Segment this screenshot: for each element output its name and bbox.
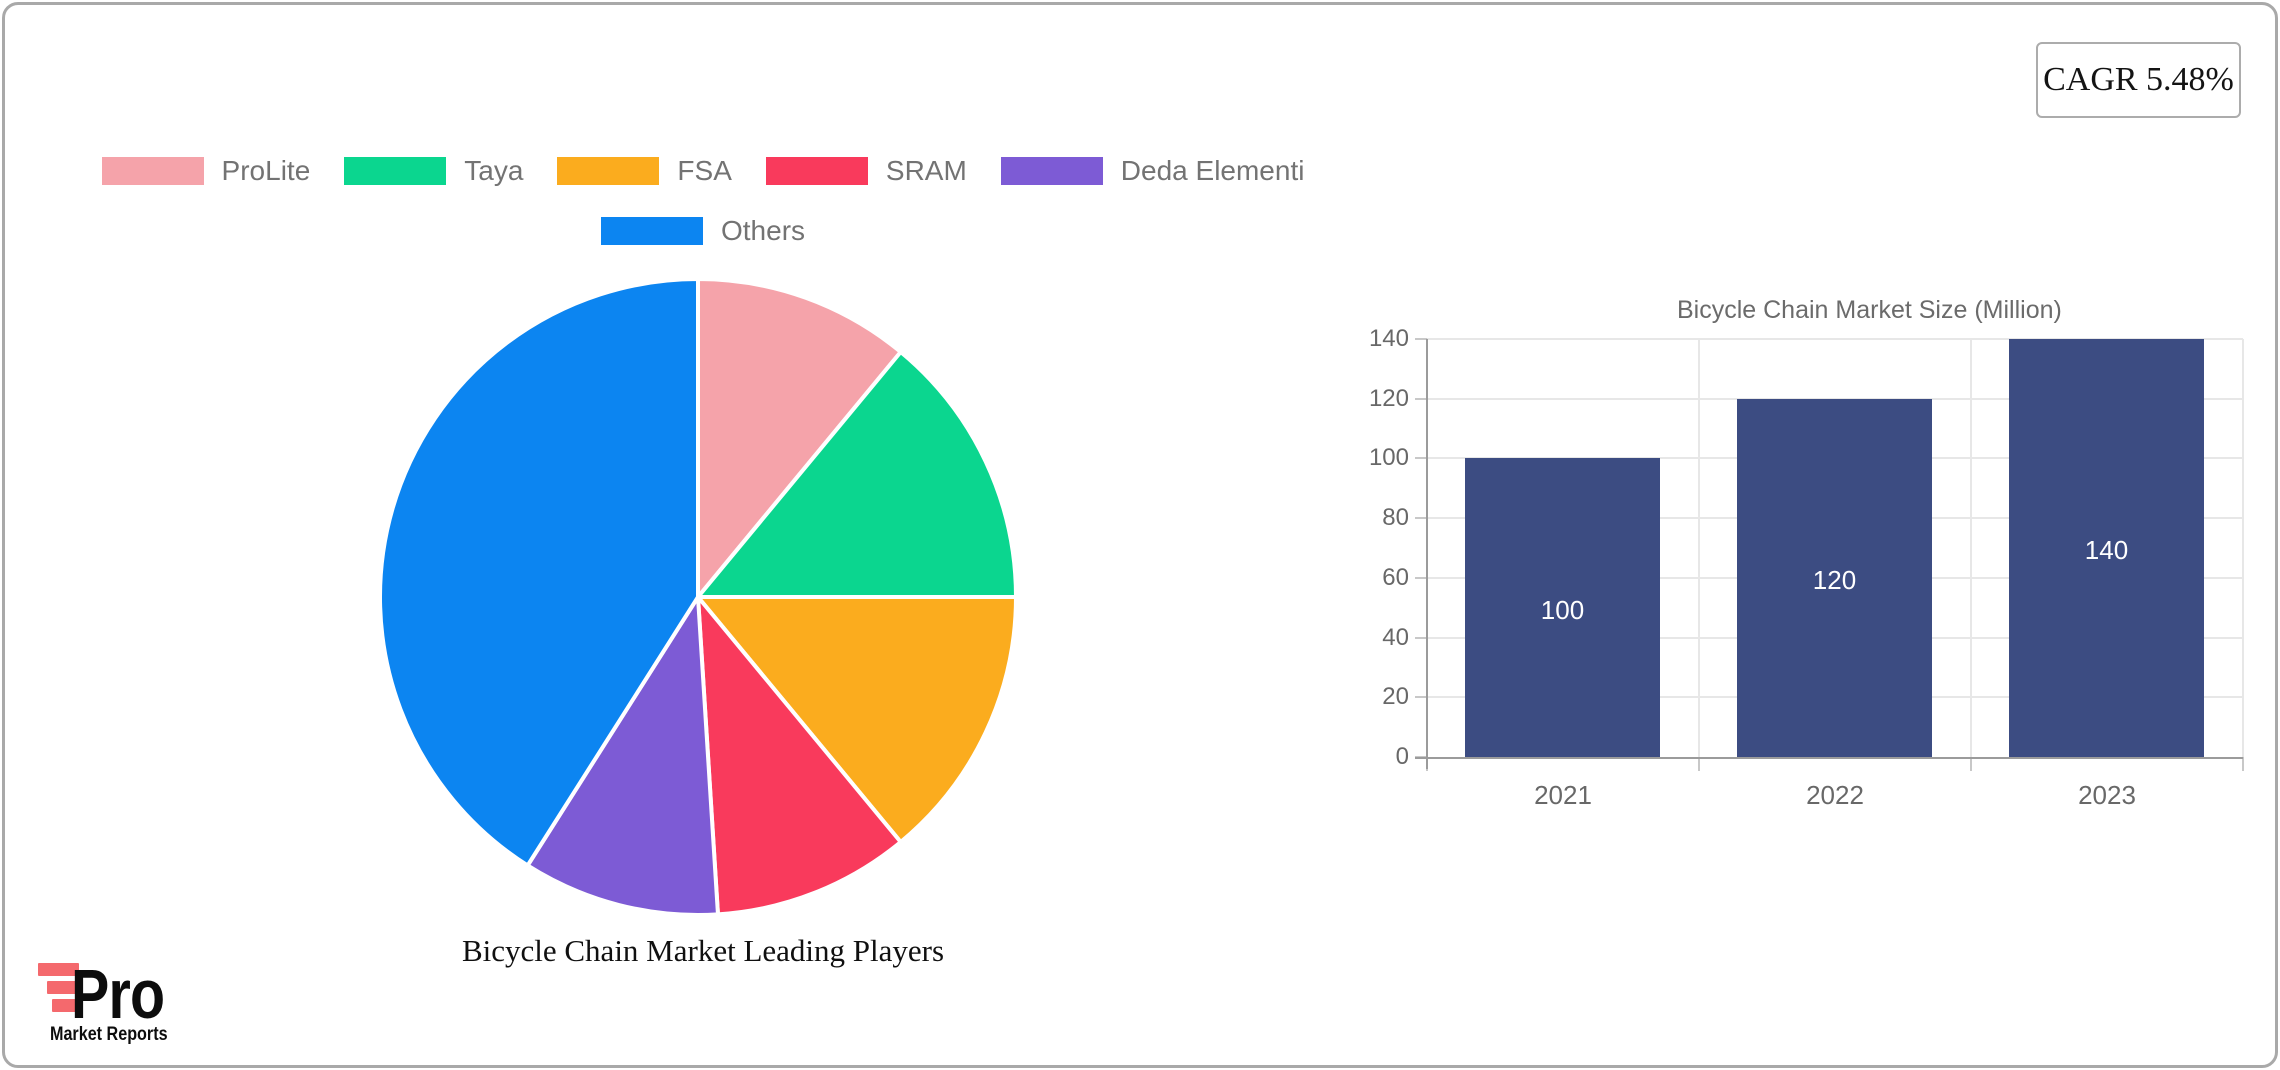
- y-axis-line: [1426, 339, 1428, 769]
- gridline-h-140: [1427, 338, 2243, 340]
- pie-legend: ProLite Taya FSA SRAM Deda Elementi Others: [5, 156, 1401, 246]
- bar-plot: 0 20 40 60 80 100 120 140 100 2021 120 2022 140 2023: [5, 5, 2275, 1065]
- y-tick-label-0: 0: [1395, 743, 1409, 770]
- pie-slice-deda-elementi[interactable]: [525, 595, 720, 917]
- legend-item-others[interactable]: Others: [600, 215, 806, 246]
- bar-legend-label[interactable]: Bicycle Chain Market Size (Million): [1677, 296, 2062, 324]
- x-tick-label-2022: 2022: [1806, 780, 1864, 810]
- bar-value-label-2022: 120: [1812, 564, 1857, 595]
- legend-label: FSA: [677, 155, 732, 186]
- pie-chart-title: Bicycle Chain Market Leading Players: [461, 933, 945, 968]
- legend-label: SRAM: [885, 155, 967, 186]
- logo-bars-icon: [38, 963, 79, 976]
- bar-2023[interactable]: [2009, 339, 2204, 757]
- logo-subtitle: Market Reports: [50, 1024, 168, 1045]
- y-tick-label-120: 120: [1368, 384, 1409, 412]
- x-tick-2: [1970, 757, 1972, 771]
- y-tick-120: [1415, 397, 1427, 400]
- y-tick-80: [1415, 517, 1427, 520]
- x-axis-line: [1415, 757, 2243, 759]
- legend-label: Others: [720, 215, 806, 246]
- y-tick-20: [1415, 696, 1427, 699]
- legend-label: ProLite: [221, 155, 311, 186]
- y-tick-label-60: 60: [1382, 563, 1409, 591]
- bar-2021[interactable]: [1465, 458, 1660, 757]
- legend-item-taya[interactable]: Taya: [344, 156, 523, 186]
- y-tick-100: [1415, 457, 1427, 460]
- logo-bars-icon: [47, 981, 79, 994]
- pie-slice-others[interactable]: [378, 277, 700, 868]
- y-tick-label-140: 140: [1368, 325, 1409, 352]
- x-tick-label-2023: 2023: [2078, 780, 2136, 810]
- legend-swatch: [557, 157, 660, 185]
- cagr-badge-label: CAGR 5.48%: [2043, 61, 2234, 98]
- gridline-v-1: [1698, 339, 1700, 757]
- pie-slice-taya[interactable]: [696, 349, 1018, 599]
- bar-2022[interactable]: [1737, 398, 1932, 757]
- y-tick-label-40: 40: [1382, 623, 1409, 651]
- legend-label: Deda Elementi: [1120, 155, 1305, 186]
- legend-swatch: [600, 217, 703, 245]
- x-tick-3: [2242, 757, 2244, 771]
- legend-swatch: [101, 157, 204, 185]
- cagr-badge: CAGR 5.48%: [2036, 42, 2241, 118]
- gridline-v-2: [1970, 339, 1972, 757]
- legend-item-fsa[interactable]: FSA: [557, 155, 732, 186]
- y-tick-40: [1415, 636, 1427, 639]
- legend-item-sram[interactable]: SRAM: [765, 155, 967, 186]
- bar-value-label-2021: 100: [1540, 594, 1585, 625]
- x-tick-label-2021: 2021: [1534, 780, 1592, 810]
- legend-swatch: [1000, 157, 1103, 185]
- legend-swatch: [344, 157, 447, 185]
- gridline-v-3: [2242, 339, 2244, 757]
- y-tick-60: [1415, 576, 1427, 579]
- legend-item-deda-elementi[interactable]: Deda Elementi: [1000, 155, 1305, 186]
- legend-swatch: [765, 157, 868, 185]
- x-tick-1: [1698, 757, 1700, 771]
- bar-value-label-2023: 140: [2084, 535, 2129, 565]
- logo-title: Pro: [71, 955, 165, 1033]
- pie-legend-row: Others: [5, 216, 1401, 246]
- y-tick-label-20: 20: [1382, 683, 1409, 711]
- pie-chart: [378, 277, 1018, 917]
- pie-slice-fsa[interactable]: [696, 595, 1018, 845]
- pie-legend-row: ProLite Taya FSA SRAM Deda Elementi: [5, 156, 1401, 186]
- legend-label: Taya: [464, 155, 524, 186]
- logo-bars-icon: [52, 999, 79, 1012]
- legend-item-prolite[interactable]: ProLite: [101, 155, 311, 186]
- pie-slice-sram[interactable]: [696, 595, 903, 917]
- y-tick-140: [1415, 338, 1427, 340]
- y-tick-label-80: 80: [1382, 504, 1409, 532]
- y-tick-label-100: 100: [1368, 444, 1409, 472]
- pie-slice-prolite[interactable]: [696, 277, 903, 599]
